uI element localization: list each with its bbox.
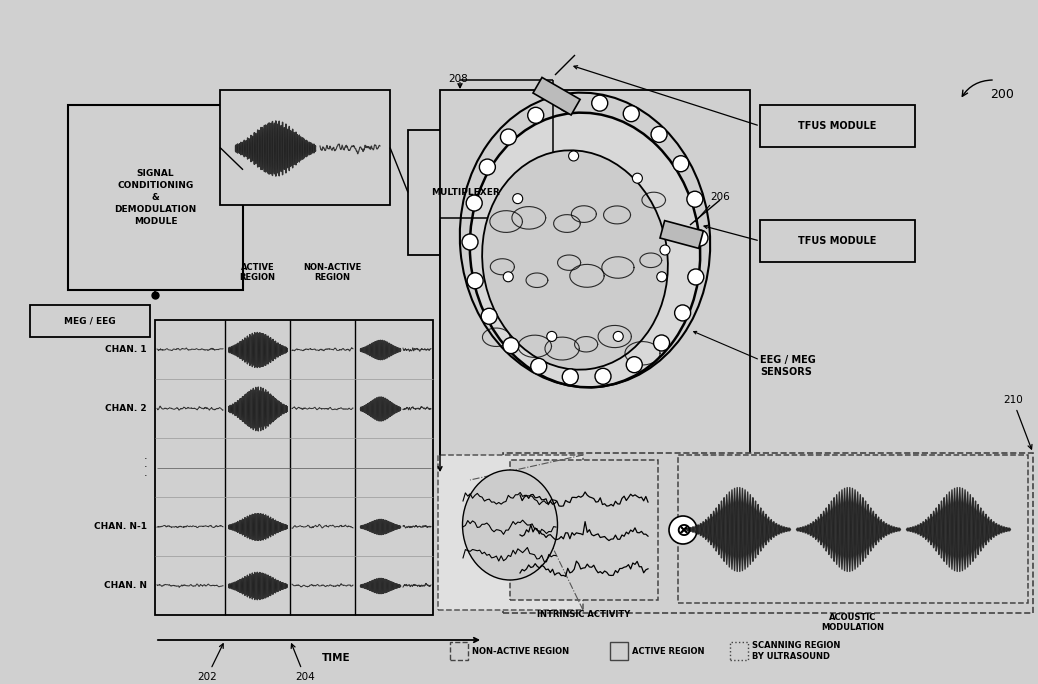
Circle shape <box>466 195 483 211</box>
Circle shape <box>527 107 544 123</box>
Bar <box>610 642 628 660</box>
Circle shape <box>673 156 689 172</box>
Ellipse shape <box>463 470 557 580</box>
Text: 210: 210 <box>1003 395 1032 449</box>
Circle shape <box>503 338 519 354</box>
Ellipse shape <box>470 113 701 387</box>
Circle shape <box>569 151 578 161</box>
Bar <box>760 220 916 262</box>
Bar <box>438 455 583 610</box>
Text: SIGNAL
CONDITIONING
&
DEMODULATION
MODULE: SIGNAL CONDITIONING & DEMODULATION MODUL… <box>114 170 196 226</box>
Bar <box>760 105 916 147</box>
Circle shape <box>595 368 611 384</box>
Circle shape <box>480 159 495 175</box>
Bar <box>155 320 433 615</box>
Text: CHAN. N: CHAN. N <box>104 581 147 590</box>
Circle shape <box>592 95 607 111</box>
Text: TFUS MODULE: TFUS MODULE <box>798 236 877 246</box>
Text: NON-ACTIVE REGION: NON-ACTIVE REGION <box>472 646 569 655</box>
Text: MULTIPLEXER: MULTIPLEXER <box>431 188 500 197</box>
Circle shape <box>530 358 547 374</box>
Text: 208: 208 <box>448 74 468 84</box>
Text: ×: × <box>677 523 689 537</box>
Circle shape <box>632 173 643 183</box>
Circle shape <box>482 308 497 324</box>
Bar <box>450 642 468 660</box>
Text: SCANNING REGION
BY ULTRASOUND: SCANNING REGION BY ULTRASOUND <box>752 642 841 661</box>
Bar <box>532 77 580 115</box>
Circle shape <box>513 194 523 204</box>
Bar <box>730 642 748 660</box>
Circle shape <box>688 269 704 285</box>
Text: EEG / MEG
SENSORS: EEG / MEG SENSORS <box>760 356 816 377</box>
Ellipse shape <box>482 150 667 369</box>
Bar <box>220 90 390 205</box>
Circle shape <box>692 230 708 246</box>
Bar <box>510 460 658 600</box>
Bar <box>678 455 1028 603</box>
Bar <box>503 453 1033 613</box>
Text: 200: 200 <box>990 88 1014 101</box>
Bar <box>660 221 704 248</box>
Text: CHAN. N-1: CHAN. N-1 <box>94 522 147 531</box>
Text: ⊗: ⊗ <box>675 521 691 540</box>
Circle shape <box>503 272 513 282</box>
Text: TFUS MODULE: TFUS MODULE <box>798 121 877 131</box>
Text: ACOUSTIC
MODULATION: ACOUSTIC MODULATION <box>821 613 884 633</box>
Circle shape <box>654 335 670 351</box>
Circle shape <box>675 305 690 321</box>
Circle shape <box>563 369 578 385</box>
Circle shape <box>687 192 703 207</box>
Text: ACTIVE
REGION: ACTIVE REGION <box>240 263 275 282</box>
Bar <box>408 130 523 255</box>
Circle shape <box>547 332 556 341</box>
Bar <box>69 105 243 290</box>
Text: 202: 202 <box>197 644 223 682</box>
Circle shape <box>626 356 643 373</box>
Text: CHAN. 2: CHAN. 2 <box>106 404 147 413</box>
Text: ACTIVE REGION: ACTIVE REGION <box>632 646 705 655</box>
Text: 204: 204 <box>292 644 315 682</box>
Circle shape <box>623 105 639 122</box>
Circle shape <box>500 129 517 145</box>
Text: CHAN. 1: CHAN. 1 <box>106 345 147 354</box>
Circle shape <box>660 245 670 255</box>
Circle shape <box>559 96 575 111</box>
Bar <box>30 305 151 337</box>
Circle shape <box>670 516 696 544</box>
Circle shape <box>462 234 479 250</box>
Text: NON-ACTIVE
REGION: NON-ACTIVE REGION <box>303 263 361 282</box>
Circle shape <box>613 332 623 341</box>
Text: ·
·
·: · · · <box>143 454 147 481</box>
Circle shape <box>651 127 667 142</box>
Text: MEG / EEG: MEG / EEG <box>64 317 116 326</box>
Circle shape <box>657 272 666 282</box>
Text: 206: 206 <box>710 192 730 202</box>
Text: TIME: TIME <box>322 653 350 663</box>
Text: INTRINSIC ACTIVITY: INTRINSIC ACTIVITY <box>538 610 631 619</box>
Circle shape <box>467 273 483 289</box>
Bar <box>440 90 750 480</box>
